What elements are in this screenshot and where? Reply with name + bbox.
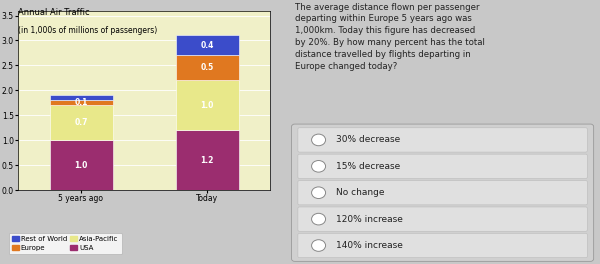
Text: 1.0: 1.0 xyxy=(74,161,88,170)
Text: 1.0: 1.0 xyxy=(200,101,214,110)
Text: 0.1: 0.1 xyxy=(74,98,88,107)
FancyBboxPatch shape xyxy=(298,207,587,231)
Text: (in 1,000s of millions of passengers): (in 1,000s of millions of passengers) xyxy=(18,26,157,35)
FancyBboxPatch shape xyxy=(298,128,587,152)
FancyBboxPatch shape xyxy=(298,181,587,205)
Circle shape xyxy=(311,134,326,146)
Bar xyxy=(49,140,113,190)
Text: No change: No change xyxy=(336,188,385,197)
Text: 1.2: 1.2 xyxy=(200,156,214,165)
Circle shape xyxy=(311,240,326,251)
Text: The average distance flown per passenger
departing within Europe 5 years ago was: The average distance flown per passenger… xyxy=(295,3,485,71)
Circle shape xyxy=(311,213,326,225)
Text: 15% decrease: 15% decrease xyxy=(336,162,400,171)
Bar xyxy=(49,100,113,105)
FancyBboxPatch shape xyxy=(298,154,587,178)
FancyBboxPatch shape xyxy=(292,124,593,261)
Bar xyxy=(176,80,239,130)
Text: 0.7: 0.7 xyxy=(74,118,88,127)
Bar xyxy=(49,95,113,100)
Text: 120% increase: 120% increase xyxy=(336,215,403,224)
Text: Annual Air Traffic: Annual Air Traffic xyxy=(18,8,89,17)
Bar xyxy=(49,105,113,140)
Text: 0.4: 0.4 xyxy=(200,41,214,50)
Legend: Rest of World, Europe, Asia-Pacific, USA: Rest of World, Europe, Asia-Pacific, USA xyxy=(9,233,122,254)
Bar xyxy=(176,130,239,190)
FancyBboxPatch shape xyxy=(298,233,587,258)
Text: 140% increase: 140% increase xyxy=(336,241,403,250)
Text: 30% decrease: 30% decrease xyxy=(336,135,400,144)
Circle shape xyxy=(311,161,326,172)
Circle shape xyxy=(311,187,326,199)
Text: 0.5: 0.5 xyxy=(200,63,214,72)
Bar xyxy=(176,55,239,80)
Bar xyxy=(176,35,239,55)
